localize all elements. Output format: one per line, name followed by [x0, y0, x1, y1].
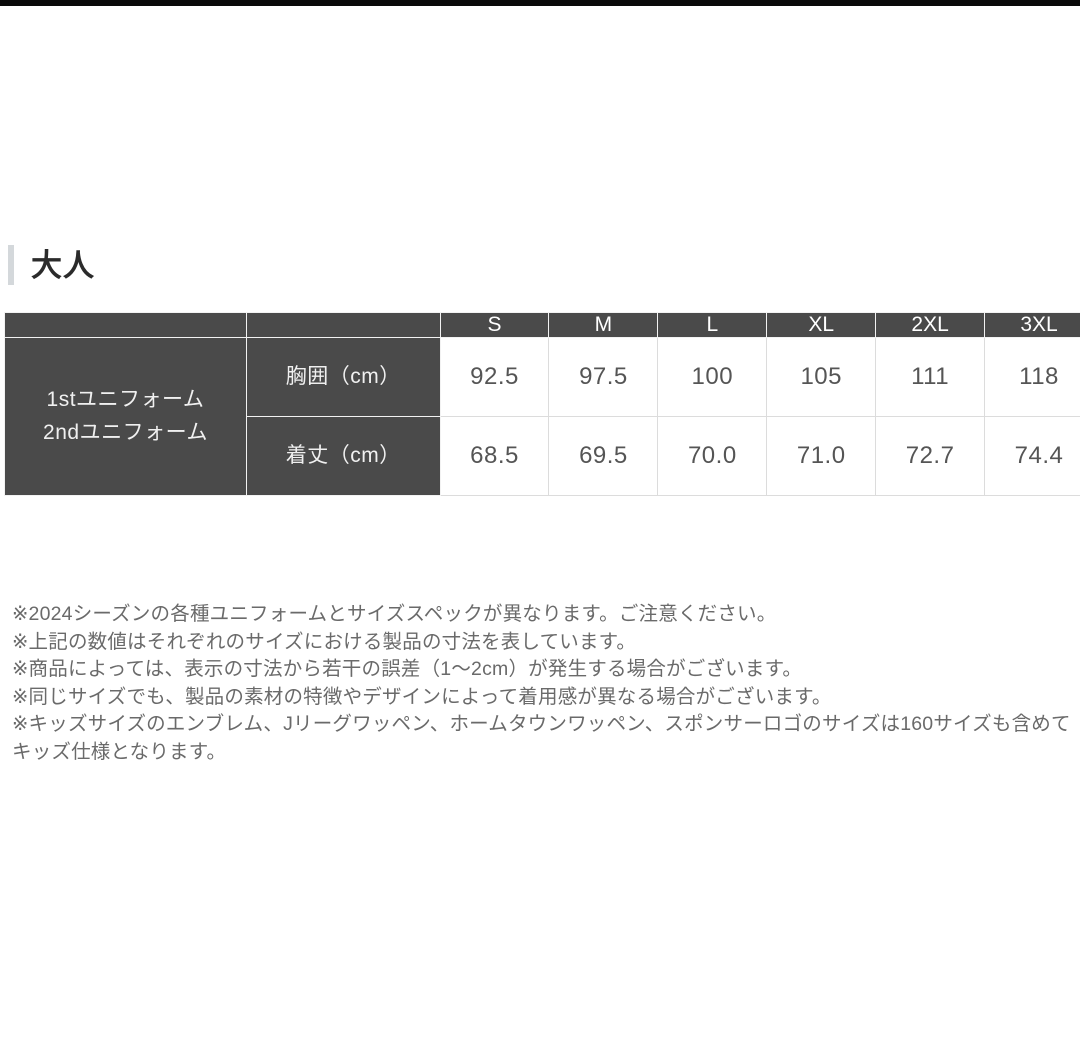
- metric-label-length: 着丈（cm）: [246, 416, 441, 496]
- header-size-3xl: 3XL: [984, 312, 1080, 338]
- footnote-line: ※商品によっては、表示の寸法から若干の誤差（1〜2cm）が発生する場合がございま…: [12, 658, 803, 680]
- row-header-uniform: 1stユニフォーム 2ndユニフォーム: [4, 337, 247, 496]
- header-blank-left: [4, 312, 247, 338]
- section-heading-adult: 大人: [8, 243, 95, 287]
- header-size-m: M: [548, 312, 659, 338]
- table-row: 着丈（cm） 68.5 69.5 70.0 71.0 72.7 74.4: [5, 416, 1080, 496]
- value-length-2xl: 72.7: [875, 416, 986, 496]
- footnotes: ※2024シーズンの各種ユニフォームとサイズスペックが異なります。ご注意ください…: [12, 601, 1072, 766]
- value-length-m: 69.5: [548, 416, 659, 496]
- value-chest-2xl: 111: [875, 337, 986, 417]
- page-title: 大人: [31, 247, 95, 283]
- value-length-l: 70.0: [657, 416, 768, 496]
- value-chest-l: 100: [657, 337, 768, 417]
- table-row: 1stユニフォーム 2ndユニフォーム 胸囲（cm） 92.5 97.5 100…: [4, 337, 1080, 496]
- value-chest-3xl: 118: [984, 337, 1080, 417]
- header-size-xl: XL: [766, 312, 877, 338]
- top-black-bar: [0, 0, 1080, 6]
- table-header-row: S M L XL 2XL 3XL: [4, 312, 1080, 338]
- row-header-line-2: 2ndユニフォーム: [43, 420, 208, 444]
- value-length-xl: 71.0: [766, 416, 877, 496]
- metric-label-chest: 胸囲（cm）: [246, 337, 441, 417]
- footnote-line: ※同じサイズでも、製品の素材の特徴やデザインによって着用感が異なる場合がございま…: [12, 685, 832, 708]
- header-size-l: L: [657, 312, 768, 338]
- value-length-3xl: 74.4: [984, 416, 1080, 496]
- value-length-s: 68.5: [439, 416, 550, 496]
- header-size-2xl: 2XL: [875, 312, 986, 338]
- size-table-container: S M L XL 2XL 3XL 1stユニフォーム 2ndユニフォーム 胸囲（…: [4, 312, 1080, 496]
- header-blank-metric: [246, 312, 441, 338]
- heading-accent-bar: [8, 245, 14, 285]
- value-chest-m: 97.5: [548, 337, 659, 417]
- footnote-line: ※上記の数値はそれぞれのサイズにおける製品の寸法を表しています。: [12, 630, 637, 653]
- footnote-line: ※2024シーズンの各種ユニフォームとサイズスペックが異なります。ご注意ください…: [12, 603, 777, 625]
- value-chest-s: 92.5: [439, 337, 550, 417]
- row-header-line-1: 1stユニフォーム: [46, 387, 205, 411]
- size-table: S M L XL 2XL 3XL 1stユニフォーム 2ndユニフォーム 胸囲（…: [4, 312, 1080, 496]
- value-chest-xl: 105: [766, 337, 877, 417]
- header-size-s: S: [439, 312, 550, 338]
- footnote-line: ※キッズサイズのエンブレム、Jリーグワッペン、ホームタウンワッペン、スポンサーロ…: [12, 713, 1071, 763]
